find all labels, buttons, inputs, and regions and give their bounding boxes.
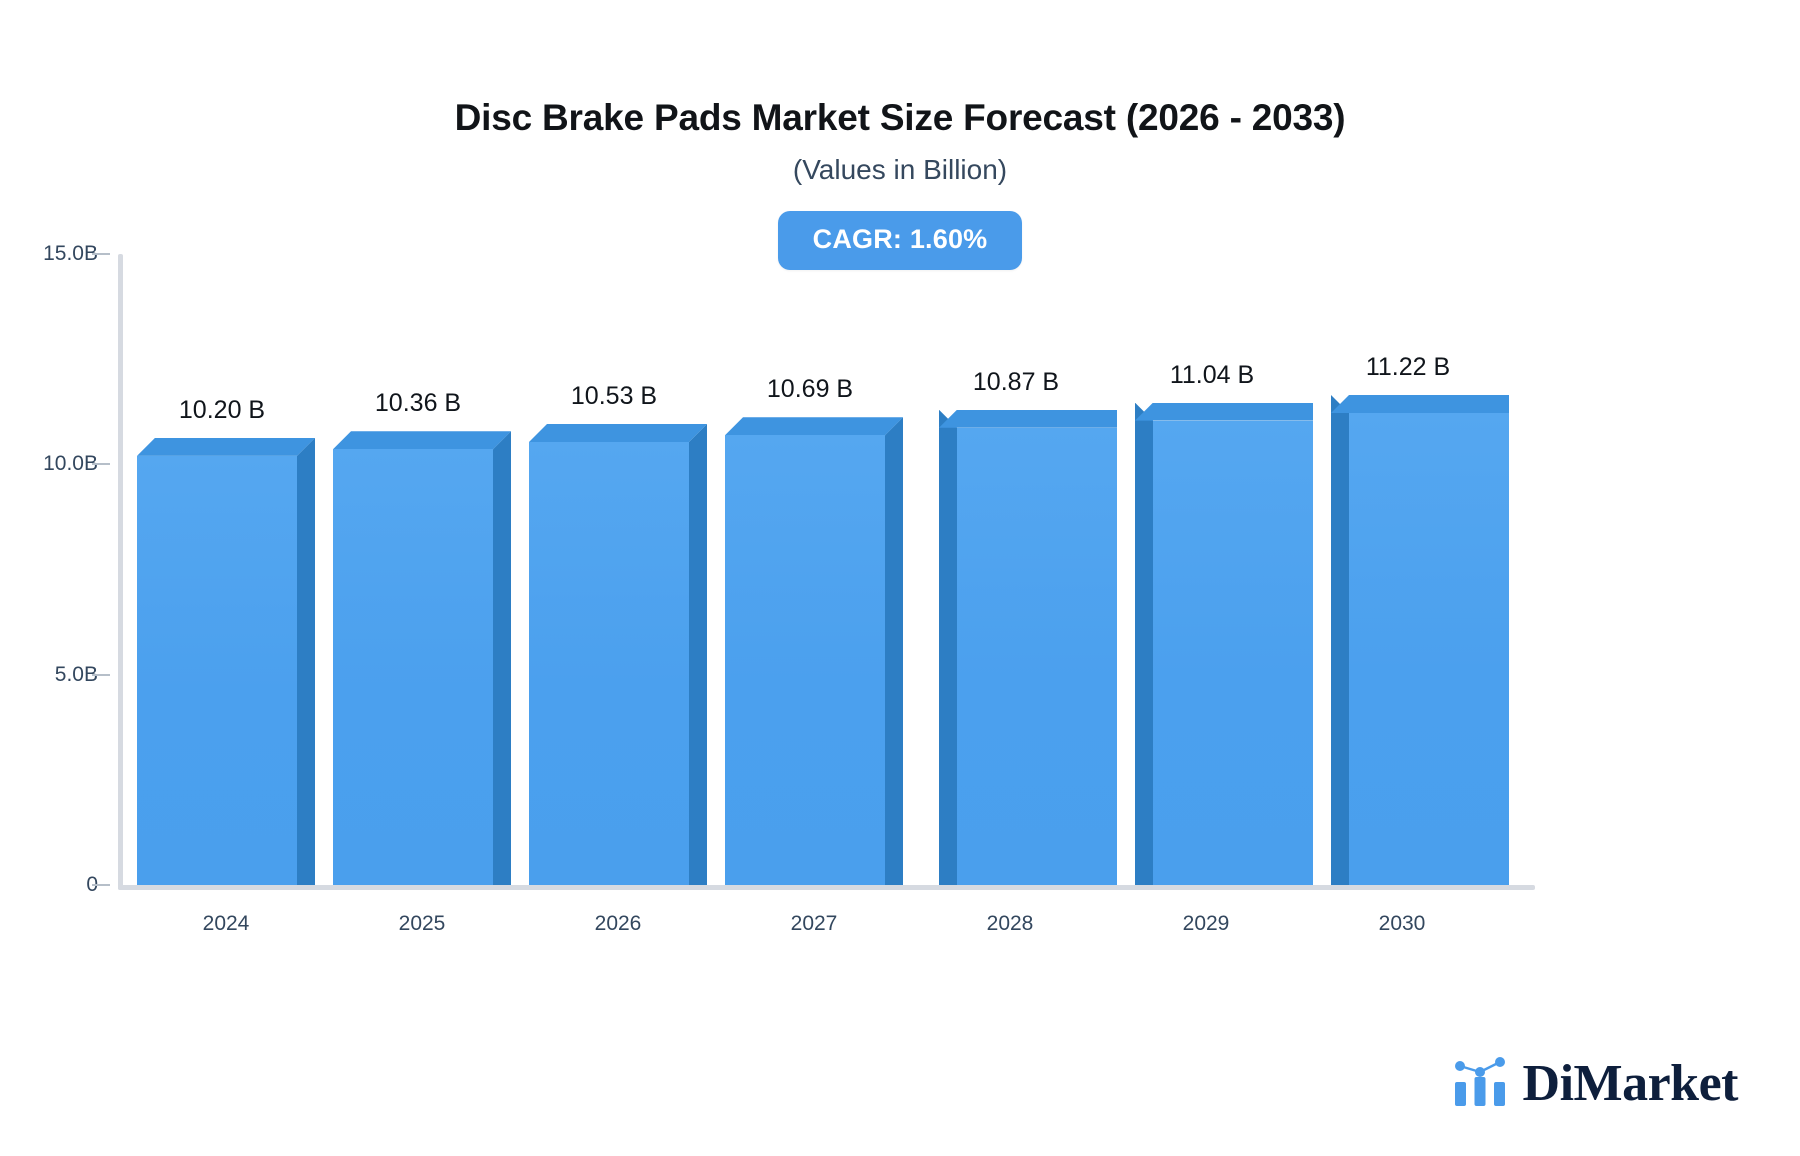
bar-2026[interactable] — [529, 424, 707, 885]
bar-front-face — [1153, 420, 1313, 885]
y-axis-tick-mark — [92, 884, 110, 886]
bar-side-face — [939, 409, 957, 885]
y-axis-tick-label: 15.0B — [43, 242, 98, 265]
bar-2027[interactable] — [725, 417, 903, 885]
bar-front-face — [333, 449, 493, 885]
cagr-badge-wrapper: CAGR: 1.60% — [0, 211, 1800, 271]
cagr-badge: CAGR: 1.60% — [777, 211, 1023, 271]
chart-subtitle: (Values in Billion) — [792, 153, 1008, 185]
x-axis-label-2030: 2030 — [1378, 912, 1426, 935]
bar-front-face — [957, 427, 1117, 885]
bar-front-face — [725, 435, 885, 885]
bar-side-face — [689, 424, 707, 885]
bar-top-face — [725, 417, 903, 436]
y-axis-tick-label: 10.0B — [43, 452, 98, 476]
chart-title: Disc Brake Pads Market Size Forecast (20… — [454, 97, 1346, 138]
bar-side-face — [1331, 395, 1349, 885]
x-axis-line — [118, 885, 1535, 890]
bar-top-face — [1135, 402, 1313, 421]
bar-side-face — [493, 431, 511, 885]
brand-logo: DiMarket — [1451, 1054, 1739, 1112]
chart-header: Disc Brake Pads Market Size Forecast (20… — [0, 0, 1800, 271]
bar-value-label-2029: 11.04 B — [1169, 360, 1255, 389]
brand-logo-text: DiMarket — [1522, 1054, 1739, 1112]
bar-front-face — [529, 442, 689, 885]
x-axis-label-2025: 2025 — [398, 912, 446, 935]
bar-2028[interactable] — [939, 409, 1117, 885]
x-axis-label-2026: 2026 — [594, 912, 642, 935]
bar-top-face — [529, 424, 707, 443]
bar-side-face — [885, 417, 903, 885]
bar-value-label-2028: 10.87 B — [972, 367, 1060, 396]
x-axis-label-2024: 2024 — [202, 912, 250, 935]
bar-2030[interactable] — [1331, 395, 1509, 885]
bar-2024[interactable] — [137, 437, 315, 885]
bar-side-face — [1135, 402, 1153, 885]
y-axis-tick-mark — [92, 463, 110, 466]
bar-front-face — [1349, 413, 1509, 885]
bar-top-face — [939, 409, 1117, 428]
y-axis-line — [118, 254, 123, 890]
bar-value-label-2027: 10.69 B — [766, 375, 854, 404]
x-axis-label-2028: 2028 — [986, 912, 1034, 935]
bar-top-face — [333, 431, 511, 450]
bar-top-face — [137, 437, 315, 456]
y-axis-tick-label: 5.0B — [54, 662, 98, 686]
bar-value-label-2024: 10.20 B — [178, 395, 266, 424]
bar-2025[interactable] — [333, 431, 511, 885]
bar-2029[interactable] — [1135, 402, 1313, 885]
bar-value-label-2026: 10.53 B — [570, 382, 658, 411]
y-axis-tick-label: 0 — [2, 873, 98, 897]
x-axis-label-2029: 2029 — [1182, 912, 1230, 935]
bar-top-face — [1331, 395, 1509, 413]
bar-front-face — [137, 455, 297, 885]
bar-value-label-2025: 10.36 B — [374, 389, 462, 418]
bar-chart-logo-icon — [1451, 1055, 1509, 1112]
bar-side-face — [297, 437, 315, 885]
y-axis-tick-mark — [92, 253, 110, 255]
y-axis-tick-mark — [92, 673, 110, 676]
bar-value-label-2030: 11.22 B — [1365, 353, 1451, 381]
x-axis-label-2027: 2027 — [790, 912, 838, 935]
